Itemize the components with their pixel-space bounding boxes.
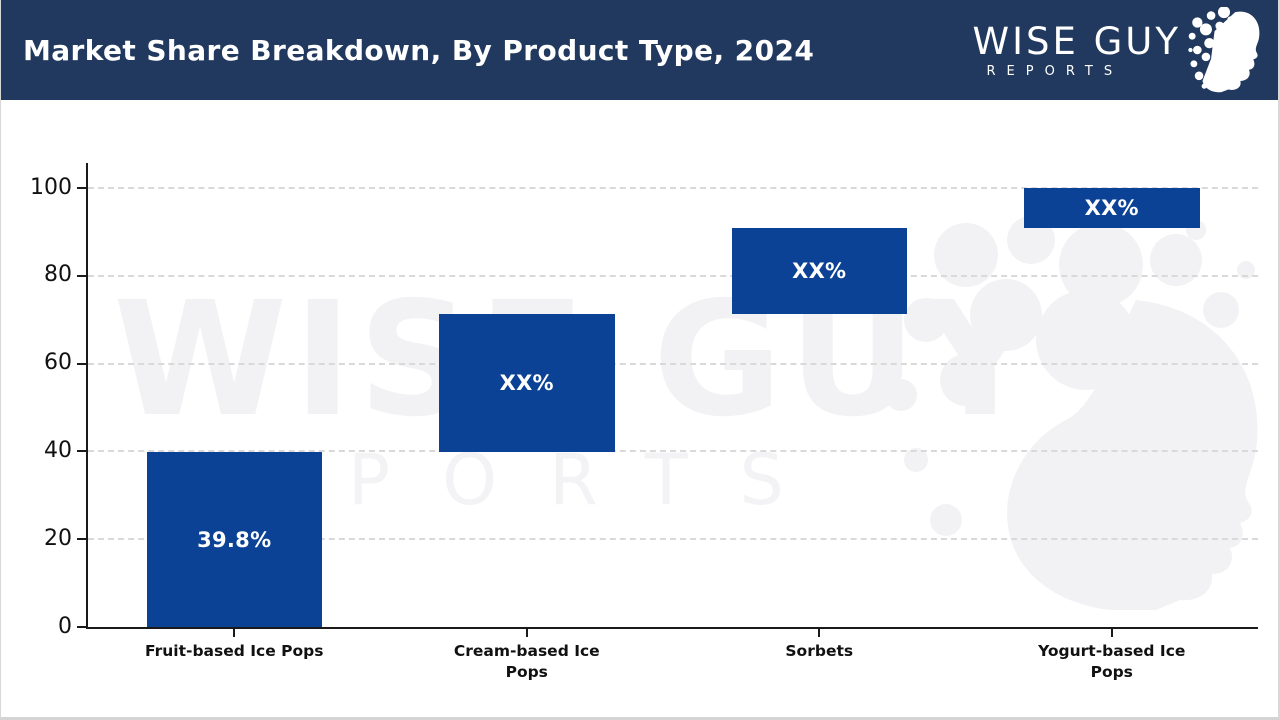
y-tick-label: 60 <box>44 350 72 376</box>
bar-segment: XX% <box>439 314 615 453</box>
y-tick-mark <box>77 274 86 277</box>
y-tick-mark <box>77 450 86 453</box>
y-tick-mark <box>77 187 86 189</box>
bar-value-label: XX% <box>1084 195 1139 220</box>
x-tick-mark <box>1110 629 1113 637</box>
gridline <box>88 274 1258 277</box>
header-bar: Market Share Breakdown, By Product Type,… <box>1 0 1278 100</box>
logo-text: WISE GUY REPORTS <box>973 23 1181 78</box>
y-tick-label: 0 <box>58 613 72 639</box>
gridline <box>88 538 1258 541</box>
wise-guy-logo: WISE GUY REPORTS <box>973 7 1263 93</box>
bar-segment: XX% <box>1024 188 1200 228</box>
x-tick-mark <box>233 629 236 637</box>
bar-segment: 39.8% <box>146 452 322 627</box>
logo-subtitle: REPORTS <box>986 63 1124 79</box>
bar-value-label: XX% <box>792 259 847 284</box>
x-axis-label: Fruit-based Ice Pops <box>145 642 324 660</box>
logo-face-icon <box>1188 7 1260 93</box>
y-tick-label: 40 <box>44 438 72 464</box>
y-tick-label: 20 <box>44 525 72 551</box>
y-tick-label: 80 <box>44 262 72 288</box>
y-tick-mark <box>77 362 86 365</box>
bar-value-label: 39.8% <box>197 527 272 552</box>
x-tick-mark <box>818 629 821 637</box>
x-axis-label: Yogurt-based Ice Pops <box>1038 642 1186 681</box>
y-tick-label: 100 <box>30 174 72 200</box>
x-tick-mark <box>525 629 528 637</box>
page-title: Market Share Breakdown, By Product Type,… <box>23 33 815 67</box>
watermark-face-icon <box>885 216 1258 610</box>
y-tick-mark <box>77 626 86 628</box>
x-axis-label: Sorbets <box>785 642 854 660</box>
logo-wordmark: WISE GUY <box>972 19 1181 63</box>
x-axis-label: Cream-based Ice Pops <box>453 642 600 681</box>
y-tick-mark <box>77 538 86 541</box>
plot-area: 0 20 40 60 80 100 39.8% Fruit-based Ice Pops XX%… <box>30 163 1258 681</box>
gridline <box>88 450 1258 453</box>
gridline <box>88 187 1258 189</box>
bar-segment: XX% <box>731 227 907 315</box>
bar-value-label: XX% <box>499 371 554 396</box>
gridline <box>88 362 1258 365</box>
